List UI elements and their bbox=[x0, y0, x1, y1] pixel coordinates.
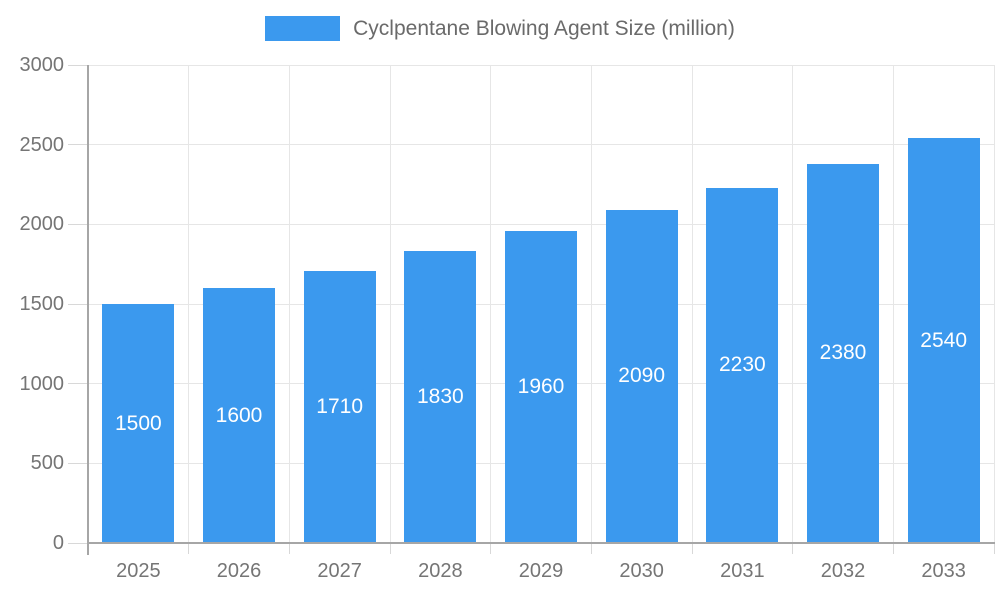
bar[interactable] bbox=[203, 288, 275, 543]
gridline-vertical bbox=[993, 65, 995, 543]
y-axis-tick-label: 1500 bbox=[19, 293, 65, 315]
x-axis-tick-label: 2031 bbox=[720, 560, 765, 582]
x-axis-tick bbox=[792, 543, 794, 554]
gridline-horizontal bbox=[88, 223, 994, 225]
x-axis-tick bbox=[691, 543, 693, 554]
gridline-horizontal bbox=[88, 144, 994, 146]
x-axis-tick-label: 2029 bbox=[518, 560, 564, 582]
legend[interactable]: Cyclpentane Blowing Agent Size (million) bbox=[0, 16, 1000, 41]
bar[interactable] bbox=[907, 138, 980, 543]
gridline-vertical bbox=[892, 65, 894, 543]
gridline-vertical bbox=[188, 65, 190, 543]
x-axis-tick bbox=[993, 543, 995, 554]
gridline-horizontal bbox=[88, 64, 994, 66]
y-axis-tick-label: 1000 bbox=[19, 372, 65, 395]
legend-swatch-icon bbox=[265, 16, 341, 41]
y-axis-tick bbox=[68, 223, 88, 225]
x-axis-tick-label: 2026 bbox=[216, 560, 262, 582]
x-axis-tick bbox=[188, 543, 190, 554]
x-axis-tick bbox=[892, 543, 894, 554]
y-axis-tick bbox=[68, 64, 88, 66]
y-axis-tick bbox=[68, 303, 88, 305]
y-axis-tick-label: 500 bbox=[30, 452, 64, 475]
bar[interactable] bbox=[102, 304, 175, 543]
bar-value-label: 2230 bbox=[718, 353, 766, 377]
bar[interactable] bbox=[807, 163, 879, 543]
y-axis-tick bbox=[68, 383, 88, 385]
x-axis-tick bbox=[288, 543, 290, 554]
y-axis-line bbox=[87, 65, 89, 555]
bar-value-label: 1600 bbox=[215, 403, 263, 427]
gridline-vertical bbox=[590, 65, 592, 543]
y-axis-tick-label: 3000 bbox=[19, 54, 65, 76]
bar-value-label: 2540 bbox=[920, 328, 968, 352]
x-axis-tick-label: 2028 bbox=[418, 560, 463, 582]
bar[interactable] bbox=[505, 230, 577, 543]
bar-value-label: 1710 bbox=[316, 394, 364, 418]
bar-value-label: 1960 bbox=[517, 374, 565, 398]
x-axis-tick-label: 2033 bbox=[921, 560, 966, 582]
bar[interactable] bbox=[303, 270, 376, 543]
x-axis-tick-label: 2032 bbox=[820, 560, 866, 582]
gridline-vertical bbox=[691, 65, 693, 543]
x-axis-tick-label: 2027 bbox=[317, 560, 362, 582]
x-axis-tick bbox=[389, 543, 391, 554]
x-axis-tick bbox=[490, 543, 492, 554]
legend-label: Cyclpentane Blowing Agent Size (million) bbox=[353, 16, 735, 40]
y-axis-tick bbox=[68, 462, 88, 464]
bar-value-label: 1830 bbox=[416, 385, 464, 409]
gridline-vertical bbox=[490, 65, 492, 543]
x-axis-tick-label: 2025 bbox=[116, 560, 161, 582]
y-axis-tick-label: 0 bbox=[52, 532, 64, 554]
bar[interactable] bbox=[706, 187, 779, 543]
bar-value-label: 1500 bbox=[114, 411, 162, 435]
bar-value-label: 2090 bbox=[618, 364, 666, 388]
bar[interactable] bbox=[404, 251, 477, 543]
gridline-vertical bbox=[389, 65, 391, 543]
x-axis-line bbox=[87, 542, 995, 544]
bar[interactable] bbox=[605, 209, 678, 543]
y-axis-tick-label: 2500 bbox=[19, 133, 65, 156]
y-axis-tick bbox=[68, 144, 88, 146]
gridline-vertical bbox=[792, 65, 794, 543]
gridline-vertical bbox=[288, 65, 290, 543]
bar-value-label: 2380 bbox=[819, 341, 867, 365]
x-axis-tick-label: 2030 bbox=[619, 560, 664, 582]
y-axis-tick bbox=[68, 542, 88, 544]
y-axis-tick-label: 2000 bbox=[19, 213, 65, 236]
x-axis-tick bbox=[590, 543, 592, 554]
